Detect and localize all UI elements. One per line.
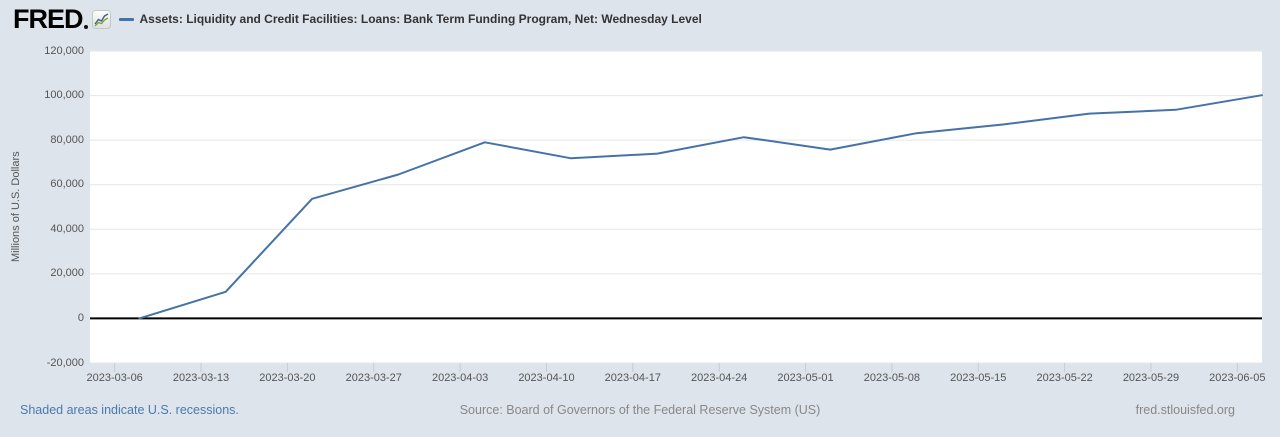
fred-logo-chart-icon: [91, 9, 111, 29]
series-legend-dash: [118, 17, 134, 21]
x-tick-label: 2023-05-08: [863, 372, 921, 384]
x-tick-label: 2023-04-24: [691, 372, 748, 384]
x-tick-label: 2023-04-10: [518, 372, 575, 384]
fred-logo[interactable]: FRED: [13, 3, 83, 34]
y-tick-label: 20,000: [50, 267, 84, 280]
header: FRED Assets: Liquidity and Credit Facili…: [13, 5, 702, 33]
site-text: fred.stlouisfed.org: [1135, 403, 1235, 417]
x-tick-label: 2023-03-13: [172, 372, 230, 384]
source-note: Source: Board of Governors of the Federa…: [459, 403, 821, 417]
y-tick-label: 80,000: [50, 133, 84, 146]
y-tick-label: -20,000: [46, 356, 84, 369]
x-tick-label: 2023-04-17: [604, 372, 661, 384]
plot-background: [90, 51, 1262, 363]
y-tick-label: 40,000: [50, 222, 84, 235]
series-title: Assets: Liquidity and Credit Facilities:…: [139, 12, 702, 26]
x-tick-label: 2023-05-29: [1122, 372, 1180, 384]
x-tick-label: 2023-05-01: [777, 372, 834, 384]
y-tick-label: 100,000: [44, 89, 84, 102]
fred-logo-registered-dot: [83, 25, 88, 29]
recession-note-link[interactable]: Shaded areas indicate U.S. recessions.: [20, 403, 239, 417]
series-line[interactable]: [138, 94, 1263, 320]
y-tick-label: 0: [77, 311, 84, 324]
y-tick-label: 120,000: [44, 44, 84, 57]
x-tick-label: 2023-05-15: [950, 372, 1007, 384]
x-tick-label: 2023-04-03: [431, 372, 489, 384]
x-tick-label: 2023-03-27: [345, 372, 402, 384]
x-tick-label: 2023-03-06: [86, 372, 143, 384]
x-tick-label: 2023-05-22: [1036, 372, 1093, 384]
footer: Shaded areas indicate U.S. recessions. S…: [0, 403, 1280, 423]
x-tick-label: 2023-03-20: [259, 372, 316, 384]
x-tick-label: 2023-06-05: [1209, 372, 1266, 384]
y-tick-label: 60,000: [50, 178, 84, 191]
